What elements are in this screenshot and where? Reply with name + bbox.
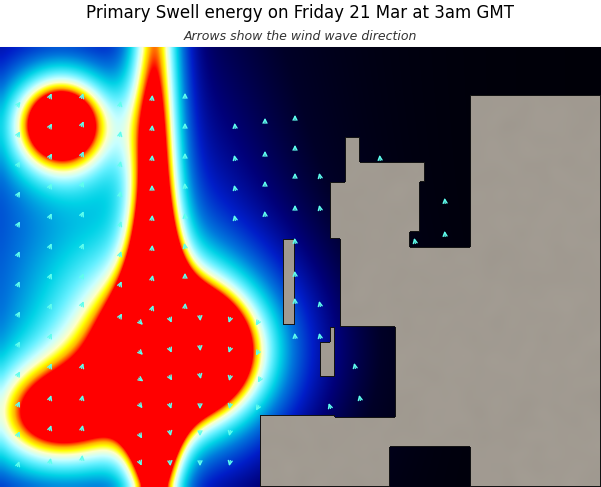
Text: Primary Swell energy on Friday 21 Mar at 3am GMT: Primary Swell energy on Friday 21 Mar at…: [87, 4, 514, 22]
Text: Arrows show the wind wave direction: Arrows show the wind wave direction: [184, 30, 417, 43]
